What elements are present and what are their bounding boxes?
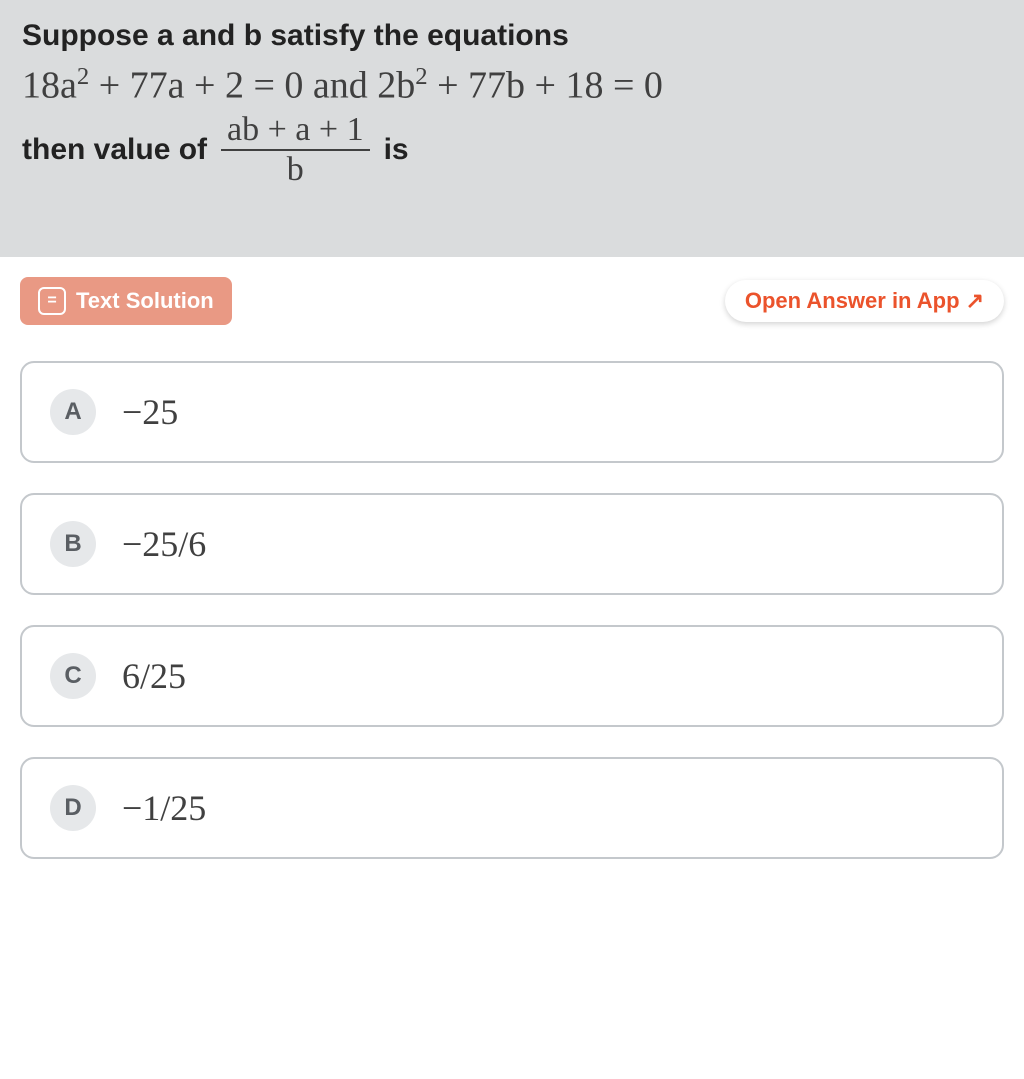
text-solution-button[interactable]: = Text Solution (20, 277, 232, 325)
answer-area: = Text Solution Open Answer in App ↗ A −2… (0, 257, 1024, 859)
option-badge: B (50, 521, 96, 567)
text-solution-icon: = (38, 287, 66, 315)
fraction-numerator: ab + a + 1 (221, 113, 370, 149)
option-badge: A (50, 389, 96, 435)
open-answer-button[interactable]: Open Answer in App ↗ (725, 280, 1004, 322)
then-suffix: is (384, 133, 409, 167)
option-badge: C (50, 653, 96, 699)
option-badge: D (50, 785, 96, 831)
option-text: 6/25 (122, 655, 186, 697)
options-list: A −25 B −25/6 C 6/25 D −1/25 (20, 361, 1004, 859)
option-a[interactable]: A −25 (20, 361, 1004, 463)
question-prompt: Suppose a and b satisfy the equations (22, 16, 1002, 57)
action-row: = Text Solution Open Answer in App ↗ (20, 277, 1004, 325)
option-text: −25 (122, 391, 178, 433)
fraction-denominator: b (281, 151, 310, 187)
fraction: ab + a + 1 b (221, 113, 370, 187)
option-c[interactable]: C 6/25 (20, 625, 1004, 727)
then-prefix: then value of (22, 133, 207, 167)
question-equation: 18a2 + 77a + 2 = 0 and 2b2 + 77b + 18 = … (22, 63, 1002, 108)
text-solution-label: Text Solution (76, 288, 214, 314)
question-area: Suppose a and b satisfy the equations 18… (0, 0, 1024, 257)
option-text: −25/6 (122, 523, 206, 565)
question-expression-line: then value of ab + a + 1 b is (22, 113, 1002, 187)
option-text: −1/25 (122, 787, 206, 829)
open-answer-label: Open Answer in App (745, 288, 960, 314)
external-link-icon: ↗ (966, 288, 984, 314)
option-b[interactable]: B −25/6 (20, 493, 1004, 595)
option-d[interactable]: D −1/25 (20, 757, 1004, 859)
